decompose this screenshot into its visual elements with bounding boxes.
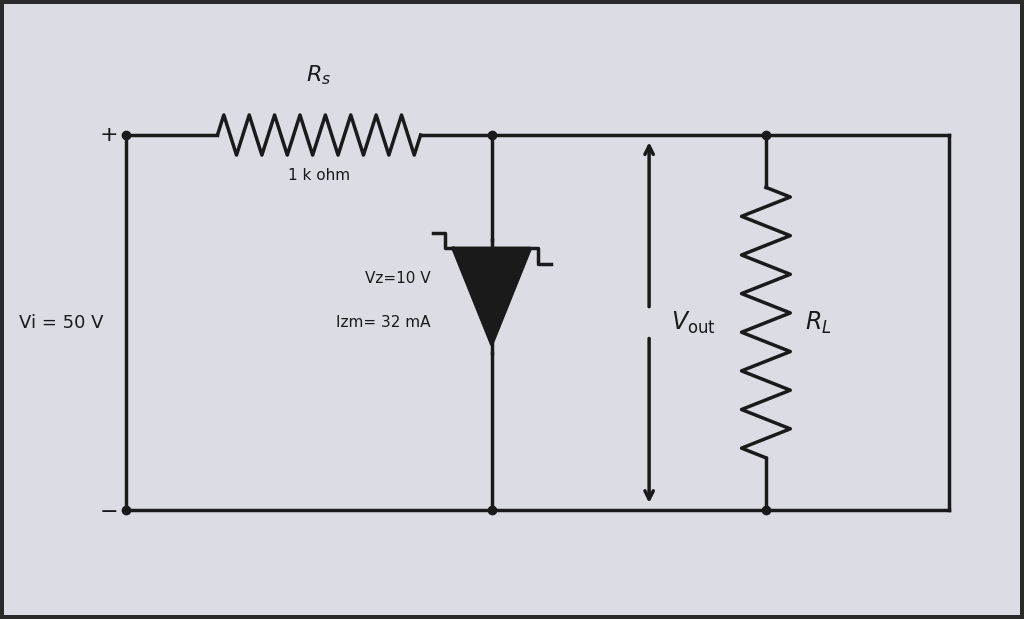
Text: Vi = 50 V: Vi = 50 V xyxy=(19,314,103,332)
Text: $V_{\mathrm{out}}$: $V_{\mathrm{out}}$ xyxy=(672,310,717,335)
Polygon shape xyxy=(453,248,530,344)
Text: $+$: $+$ xyxy=(98,125,117,145)
Text: $R_L$: $R_L$ xyxy=(805,310,831,335)
Text: $-$: $-$ xyxy=(98,500,117,520)
Text: Vz=10 V: Vz=10 V xyxy=(366,272,431,287)
Text: Izm= 32 mA: Izm= 32 mA xyxy=(336,315,431,330)
Text: 1 k ohm: 1 k ohm xyxy=(288,168,350,183)
Text: $R_s$: $R_s$ xyxy=(306,63,332,87)
